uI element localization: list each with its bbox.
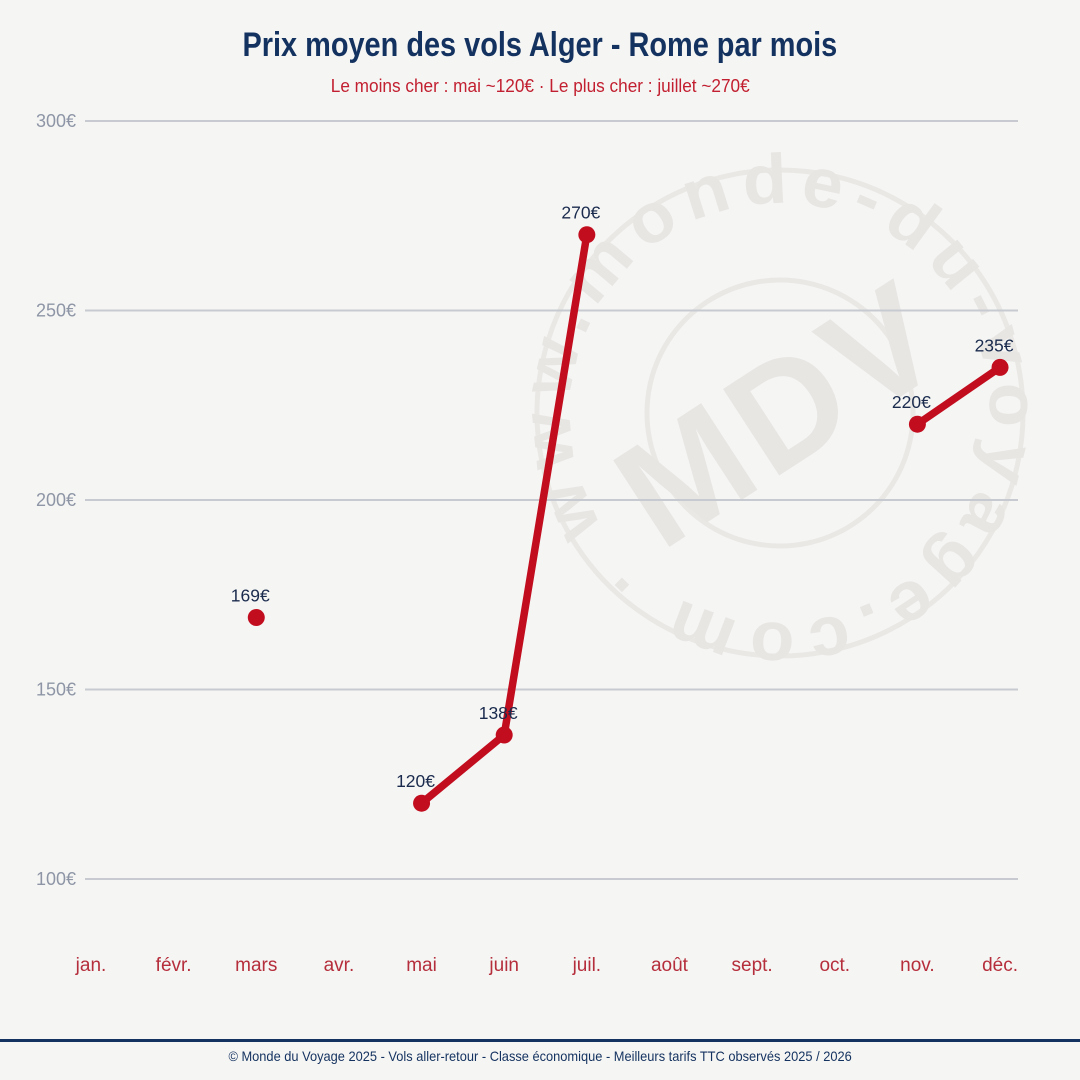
series-layer [247,226,1009,812]
price-point-label: 235€ [975,335,1014,355]
price-point [991,358,1009,376]
price-line-segment [417,731,508,807]
price-point-label: 169€ [231,585,270,605]
x-axis-month-label: nov. [900,955,935,976]
label-layer: 169€ 120€ 138€ 270€ 220€ 235€ [231,203,1014,792]
price-point [578,226,596,244]
watermark-stamp: www.monde-du-voyage.com · MDV [401,34,1080,792]
y-axis-tick-label: 300€ [36,111,76,131]
footer-divider [0,1039,1080,1042]
y-axis-tick-label: 200€ [36,490,76,510]
footer-copyright: © Monde du Voyage 2025 - Vols aller-reto… [228,1049,852,1064]
x-axis-month-label: juil. [572,955,602,976]
x-axis-month-label: mars [235,955,277,976]
x-axis-month-label: juin [488,955,519,976]
x-axis-month-label: oct. [819,955,850,976]
y-axis-tick-label: 250€ [36,301,76,321]
price-line-segment [500,230,591,739]
x-axis-month-label: jan. [75,955,107,976]
price-point-label: 270€ [561,203,600,223]
price-point-label: 138€ [479,703,518,723]
footer-text: © Monde du Voyage 2025 - Vols aller-reto… [0,1046,1080,1068]
x-axis-month-label: sept. [732,955,773,976]
price-point-label: 120€ [396,771,435,791]
price-point [413,794,431,812]
chart-title: Prix moyen des vols Alger - Rome par moi… [0,24,1080,66]
x-axis-month-label: déc. [982,955,1018,976]
watermark-outer-ring [534,167,1026,659]
y-axis-tick-label: 150€ [36,680,76,700]
price-line-segment [913,363,1004,428]
watermark-inner-ring [644,277,916,549]
chart-subtitle-text: Le moins cher : mai ~120€ · Le plus cher… [330,75,750,96]
chart-subtitle: Le moins cher : mai ~120€ · Le plus cher… [0,74,1080,98]
price-point [495,726,513,744]
grid-layer: 100€ 150€ 200€ 250€ 300€ jan. févr. mars avr. mai… [36,111,1018,976]
x-axis-month-label: août [651,955,689,976]
y-axis-tick-label: 100€ [36,869,76,889]
price-point [247,608,265,626]
price-point [908,415,926,433]
x-axis-month-label: mai [406,955,437,976]
watermark-center-text: MDV [587,247,973,579]
x-axis-month-label: avr. [324,955,355,976]
chart-title-text: Prix moyen des vols Alger - Rome par moi… [242,26,838,64]
price-point-label: 220€ [892,392,931,412]
x-axis-month-label: févr. [156,955,192,976]
